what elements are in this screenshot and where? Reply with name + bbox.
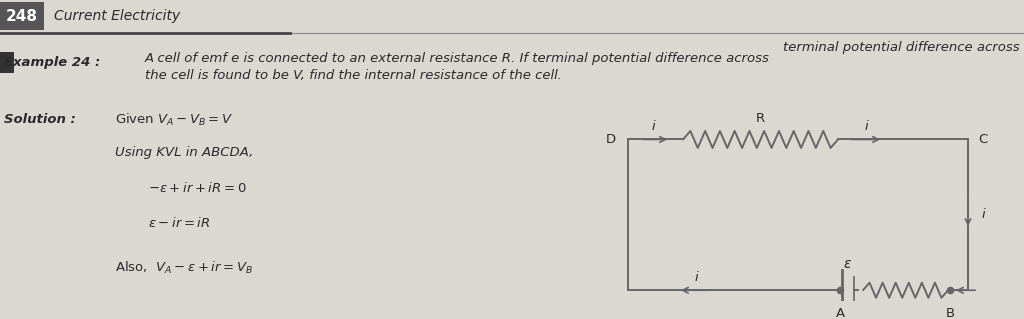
Text: C: C (978, 133, 987, 146)
Text: R: R (756, 112, 765, 125)
Text: Solution :: Solution : (4, 113, 76, 126)
Text: Also,  $V_A - \varepsilon + ir = V_B$: Also, $V_A - \varepsilon + ir = V_B$ (115, 260, 253, 276)
Text: $\varepsilon - ir = iR$: $\varepsilon - ir = iR$ (148, 216, 211, 230)
Text: i: i (982, 208, 986, 221)
Text: 248: 248 (6, 9, 38, 24)
Text: $\varepsilon$: $\varepsilon$ (844, 257, 853, 271)
Text: terminal potential difference across: terminal potential difference across (783, 41, 1020, 54)
Text: Using KVL in ABCDA,: Using KVL in ABCDA, (115, 146, 253, 159)
Bar (0, 52, 14, 72)
Text: i: i (864, 120, 867, 133)
Text: A: A (836, 307, 845, 319)
Text: $-\varepsilon + ir + iR = 0$: $-\varepsilon + ir + iR = 0$ (148, 181, 247, 195)
Text: B: B (945, 307, 954, 319)
Text: the cell is found to be V, find the internal resistance of the cell.: the cell is found to be V, find the inte… (145, 69, 562, 82)
Text: Current Electricity: Current Electricity (54, 9, 180, 23)
Text: A cell of emf e is connected to an external resistance R. If terminal potential : A cell of emf e is connected to an exter… (145, 52, 770, 65)
Text: Given $V_A - V_B = V$: Given $V_A - V_B = V$ (115, 112, 233, 128)
Text: i: i (651, 120, 654, 133)
Text: D: D (606, 133, 616, 146)
Text: Example 24 :: Example 24 : (4, 56, 100, 69)
Text: i: i (694, 271, 697, 284)
Bar (0, 2, 44, 30)
